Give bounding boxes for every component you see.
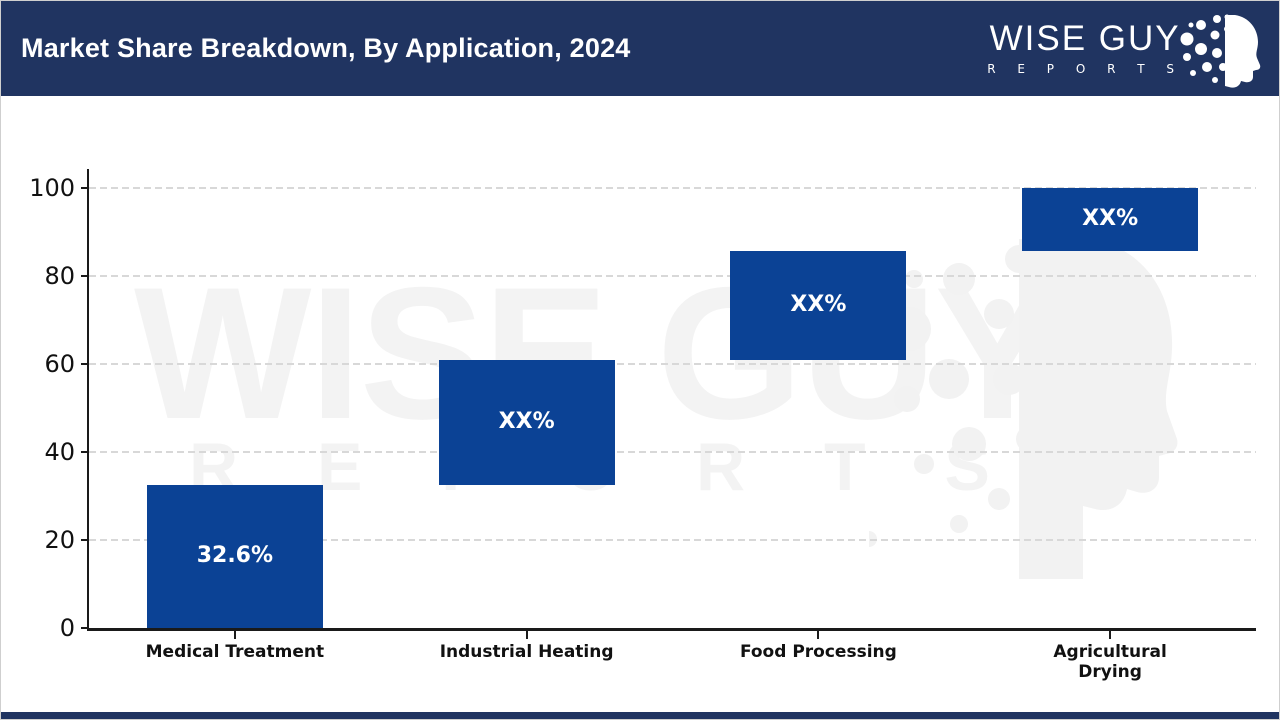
gridline xyxy=(89,363,1256,365)
y-tick-mark xyxy=(81,187,89,189)
y-tick-mark xyxy=(81,363,89,365)
bar-value-label: XX% xyxy=(498,409,555,435)
bar-value-label: XX% xyxy=(790,292,847,318)
x-category-label-line: Food Processing xyxy=(739,642,897,662)
logo-head-icon xyxy=(1180,14,1261,88)
y-tick-label: 0 xyxy=(59,614,75,642)
x-category-label: Food Processing xyxy=(718,642,918,662)
y-tick-mark xyxy=(81,275,89,277)
x-category-label-line: Drying xyxy=(1078,662,1142,682)
y-tick-mark xyxy=(81,451,89,453)
bar xyxy=(146,484,323,628)
gridline xyxy=(89,275,1256,277)
gridline xyxy=(89,187,1256,189)
x-category-label: Industrial Heating xyxy=(427,642,627,662)
bar xyxy=(438,359,615,485)
y-tick-label: 100 xyxy=(29,174,75,202)
bar xyxy=(1022,188,1199,251)
logo-text: WISE GUY R E P O R T S xyxy=(987,19,1183,76)
bar-value-label: 32.6% xyxy=(196,543,274,569)
x-category-label: Medical Treatment xyxy=(135,642,335,662)
x-tick-mark xyxy=(525,631,528,639)
x-tick-mark xyxy=(817,631,820,639)
logo: WISE GUY R E P O R T S xyxy=(987,9,1261,89)
logo-tagline: R E P O R T S xyxy=(987,62,1183,76)
footer-bar xyxy=(1,712,1279,719)
y-tick-label: 40 xyxy=(44,438,75,466)
y-tick-mark xyxy=(81,627,89,629)
x-category-label-line: Medical Treatment xyxy=(145,642,325,662)
y-tick-mark xyxy=(81,539,89,541)
header-bar: Market Share Breakdown, By Application, … xyxy=(1,1,1279,96)
y-tick-label: 60 xyxy=(44,350,75,378)
watermark-head-icon xyxy=(869,236,1178,579)
bar-value-label: XX% xyxy=(1082,206,1139,232)
gridline xyxy=(89,451,1256,453)
gridline xyxy=(89,539,1256,541)
x-tick-mark xyxy=(1109,631,1112,639)
y-tick-label: 80 xyxy=(44,262,75,290)
logo-wordmark: WISE GUY xyxy=(989,19,1181,58)
y-tick-label: 20 xyxy=(44,526,75,554)
y-axis xyxy=(87,169,89,631)
x-category-label: Agricultural Drying xyxy=(1010,642,1210,682)
chart-title: Market Share Breakdown, By Application, … xyxy=(21,33,631,63)
x-axis xyxy=(87,628,1256,631)
x-tick-mark xyxy=(233,631,236,639)
bar xyxy=(730,250,907,360)
x-category-label-line: Agricultural xyxy=(1053,642,1167,662)
x-category-label-line: Industrial Heating xyxy=(439,642,614,662)
